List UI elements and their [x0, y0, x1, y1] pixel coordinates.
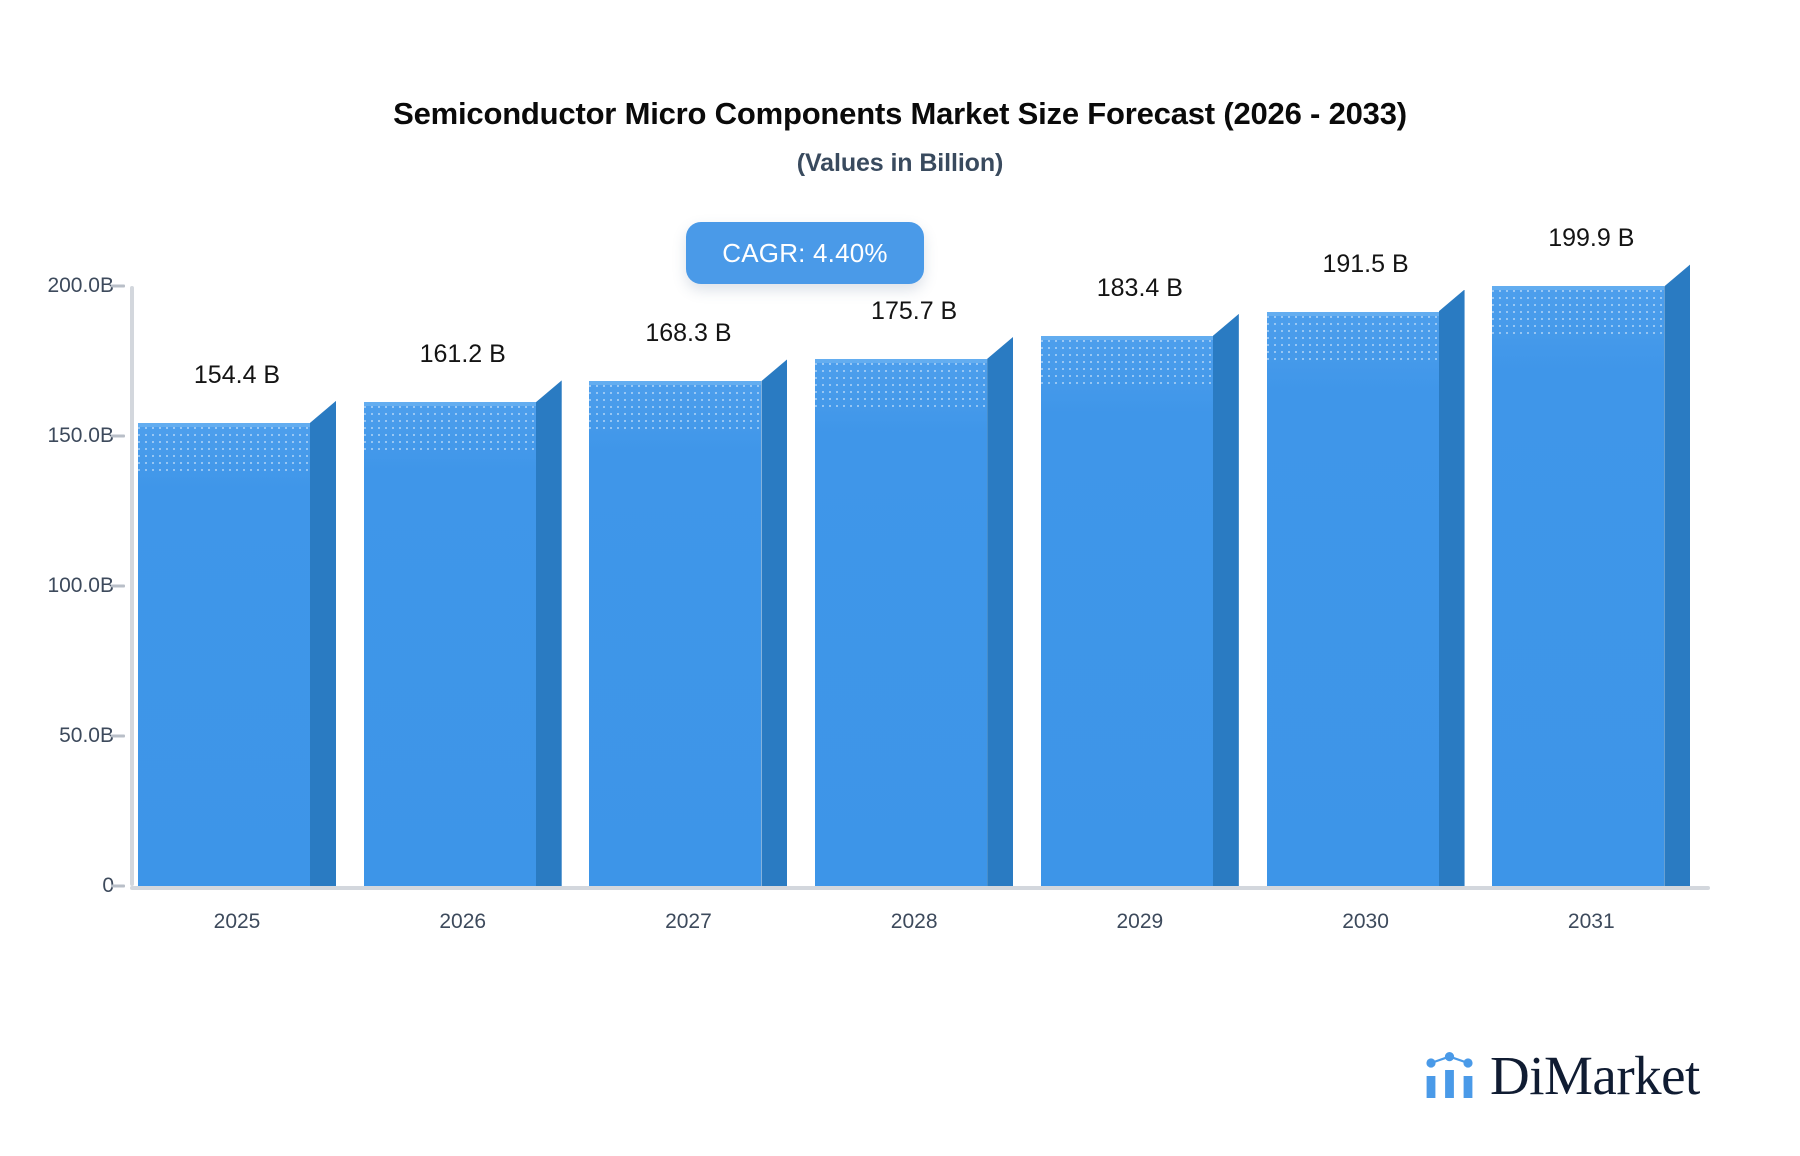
bar-value-label: 191.5 B [1322, 249, 1409, 278]
bar-value-label: 168.3 B [645, 319, 732, 348]
bar-top-highlight [363, 402, 536, 407]
bar-side-face [1664, 264, 1691, 886]
bar-side-face [987, 336, 1014, 886]
x-axis-tick-label: 2028 [890, 910, 938, 933]
bar-side-face [1438, 289, 1465, 886]
y-axis-tick-label: 50.0B [59, 724, 114, 747]
bar-texture-band [138, 426, 310, 473]
y-axis-tick-mark [111, 884, 125, 888]
y-axis-tick-label: 150.0B [47, 424, 114, 447]
y-axis-tick-label: 100.0B [47, 574, 114, 597]
bar-top-highlight [1492, 286, 1665, 291]
bar-front-face [589, 381, 762, 886]
title-block: Semiconductor Micro Components Market Si… [0, 96, 1800, 178]
y-axis-tick-mark [111, 434, 125, 438]
bar-texture-band [589, 385, 762, 432]
logo-text: DiMarket [1490, 1045, 1700, 1106]
bar-column[interactable]: 199.9 B 2031 [1492, 224, 1691, 933]
bar-column[interactable]: 175.7 B 2028 [815, 297, 1014, 933]
bar-side-face [310, 400, 336, 886]
chart-subtitle: (Values in Billion) [796, 148, 1004, 177]
bar-column[interactable]: 191.5 B 2030 [1266, 250, 1465, 933]
bar-texture-band [1040, 339, 1213, 386]
x-axis-tick-label: 2027 [665, 910, 712, 933]
bar-front-face [815, 358, 988, 886]
x-axis-tick-label: 2031 [1567, 910, 1615, 933]
page-title: Semiconductor Micro Components Market Si… [393, 96, 1407, 131]
bar-texture-band [815, 362, 988, 409]
x-axis-line [130, 886, 1710, 890]
bar-value-label: 161.2 B [419, 340, 506, 369]
bar-texture-band [1266, 315, 1439, 362]
bar-column[interactable]: 168.3 B 2027 [589, 319, 788, 933]
bar-column[interactable]: 161.2 B 2026 [363, 340, 562, 933]
x-axis-tick-label: 2025 [213, 910, 261, 933]
y-axis-line [130, 286, 134, 886]
bar-top-highlight [138, 422, 310, 427]
bar-value-label: 183.4 B [1096, 273, 1183, 302]
bar-side-face [1212, 313, 1239, 886]
bar-side-face [761, 359, 788, 886]
bar-value-label: 175.7 B [871, 296, 958, 325]
x-axis-tick-label: 2029 [1116, 910, 1164, 933]
bar-top-highlight [1040, 335, 1213, 340]
bar-column[interactable]: 183.4 B 2029 [1040, 274, 1239, 933]
y-axis-tick-mark [111, 284, 125, 288]
y-axis-tick-mark [111, 734, 125, 738]
bar-value-label: 154.4 B [193, 360, 281, 389]
cagr-badge: CAGR: 4.40% [686, 222, 924, 284]
bar-column[interactable]: 154.4 B 2025 [138, 361, 336, 933]
bar-chart-icon [1426, 1051, 1473, 1098]
bar-front-face [1266, 311, 1439, 886]
bar-texture-band [363, 406, 536, 453]
y-axis-tick-label: 0 [102, 874, 114, 897]
bar-top-highlight [815, 358, 988, 363]
bar-front-face [1492, 286, 1665, 886]
bar-top-highlight [1266, 311, 1439, 316]
x-axis-tick-label: 2030 [1342, 910, 1389, 933]
bar-value-label: 199.9 B [1548, 224, 1635, 253]
bar-front-face [363, 402, 536, 886]
bar-front-face [1040, 335, 1213, 886]
bar-side-face [535, 380, 562, 886]
y-axis-tick-mark [111, 584, 125, 588]
bar-top-highlight [589, 381, 762, 386]
plot-area: 0 50.0B 100.0B 150.0B 200.0B 154.4 B 2025 161.… [47, 224, 1710, 933]
bar-front-face [138, 422, 310, 886]
y-axis-tick-label: 200.0B [47, 274, 114, 297]
brand-logo: DiMarket [1424, 1048, 1700, 1103]
x-axis-tick-label: 2026 [439, 910, 487, 933]
bar-texture-band [1492, 290, 1665, 337]
